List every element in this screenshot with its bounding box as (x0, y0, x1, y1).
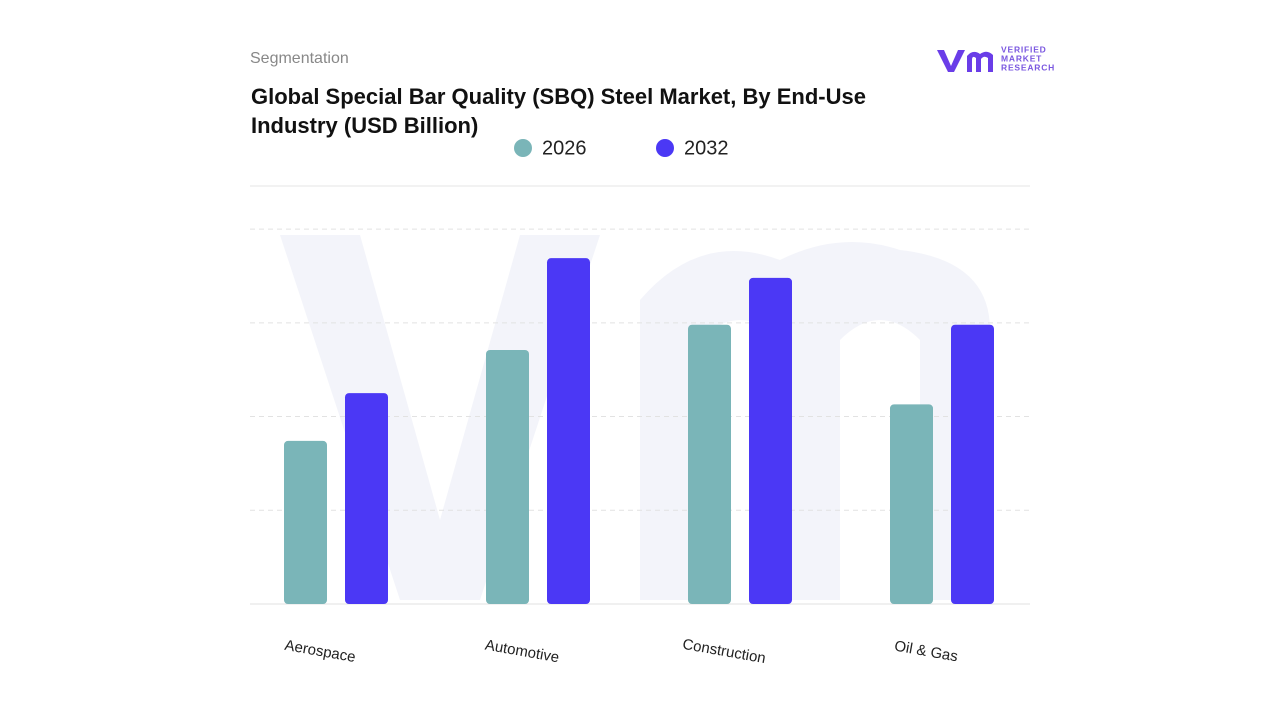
watermark (280, 235, 990, 600)
x-tick-label: Oil & Gas (893, 638, 959, 666)
legend-marker (656, 139, 674, 157)
x-tick-label: Construction (681, 636, 767, 667)
bar (547, 258, 590, 604)
bar (345, 393, 388, 604)
logo-mark (937, 50, 993, 72)
bar (688, 324, 731, 604)
legend-label: 2026 (542, 137, 587, 159)
legend-marker (514, 139, 532, 157)
bar (890, 404, 933, 604)
bar (951, 324, 994, 604)
logo-text: MARKET (1001, 53, 1042, 63)
bar (749, 277, 792, 604)
x-tick-label: Aerospace (283, 637, 357, 666)
logo-text: VERIFIED (1001, 44, 1047, 54)
section-label: Segmentation (250, 50, 349, 67)
x-tick-label: Automotive (484, 637, 561, 667)
legend-label: 2032 (684, 137, 729, 159)
logo-text: RESEARCH (1001, 62, 1055, 72)
bar (284, 440, 327, 604)
bar (486, 350, 529, 604)
chart-title: Global Special Bar Quality (SBQ) Steel M… (251, 84, 866, 138)
